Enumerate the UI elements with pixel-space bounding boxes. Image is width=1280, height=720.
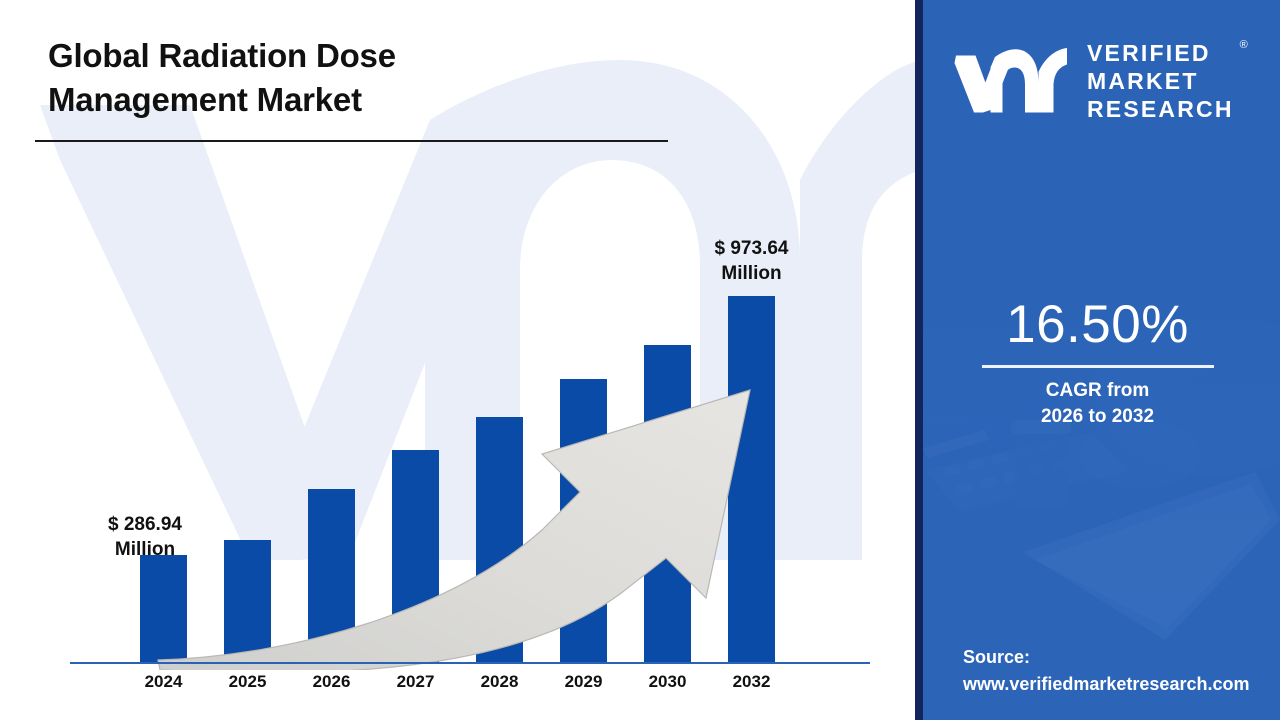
bar-2025 (224, 540, 271, 663)
brand-panel: VERIFIED MARKET RESEARCH ® 16.50% CAGR f… (915, 0, 1280, 720)
x-tick-2025: 2025 (228, 672, 267, 691)
bar-2032 (728, 296, 775, 663)
cagr-block: 16.50% CAGR from 2026 to 2032 (915, 296, 1280, 430)
brand-line-1: VERIFIED (1087, 40, 1211, 66)
panel-tint-overlay (915, 0, 1280, 720)
brand-line-2: MARKET (1087, 68, 1199, 94)
bar-2030 (644, 345, 691, 663)
x-tick-2029: 2029 (564, 672, 603, 691)
x-tick-2032: 2032 (732, 672, 771, 691)
bar-2026 (308, 489, 355, 663)
panel-left-edge (915, 0, 923, 720)
cagr-divider (981, 365, 1214, 368)
bar-2029 (560, 379, 607, 663)
bar-2028 (476, 417, 523, 663)
x-tick-2024: 2024 (144, 672, 183, 691)
title-underline (35, 140, 668, 142)
source-block: Source: www.verifiedmarketresearch.com (963, 644, 1280, 698)
cagr-value: 16.50% (1006, 295, 1189, 354)
vmr-logo-icon (954, 48, 1067, 113)
title-block: Global Radiation Dose Management Market (48, 34, 688, 122)
x-tick-2030: 2030 (648, 672, 687, 691)
source-url[interactable]: www.verifiedmarketresearch.com (963, 674, 1250, 694)
last-value-label: $ 973.64 Million (714, 238, 789, 284)
x-tick-2027: 2027 (396, 672, 435, 691)
x-tick-2028: 2028 (480, 672, 519, 691)
bar-2024 (140, 555, 187, 663)
page-title: Global Radiation Dose Management Market (48, 37, 396, 118)
registered-trademark-icon: ® (1239, 39, 1248, 51)
bar-2027 (392, 450, 439, 663)
brand-line-3: RESEARCH (1087, 96, 1234, 122)
brand-logo: VERIFIED MARKET RESEARCH ® (953, 28, 1273, 134)
x-axis-line (70, 662, 870, 664)
chart-panel: Global Radiation Dose Management Market (35, 34, 915, 691)
bar-chart: 2024 2025 2026 2027 2028 2029 2030 2032 … (70, 238, 870, 691)
source-label: Source: (963, 647, 1031, 667)
cagr-caption: CAGR from 2026 to 2032 (1040, 380, 1155, 427)
brand-wordmark: VERIFIED MARKET RESEARCH ® (1087, 39, 1248, 123)
x-tick-2026: 2026 (312, 672, 351, 691)
first-value-label: $ 286.94 Million (108, 514, 182, 560)
